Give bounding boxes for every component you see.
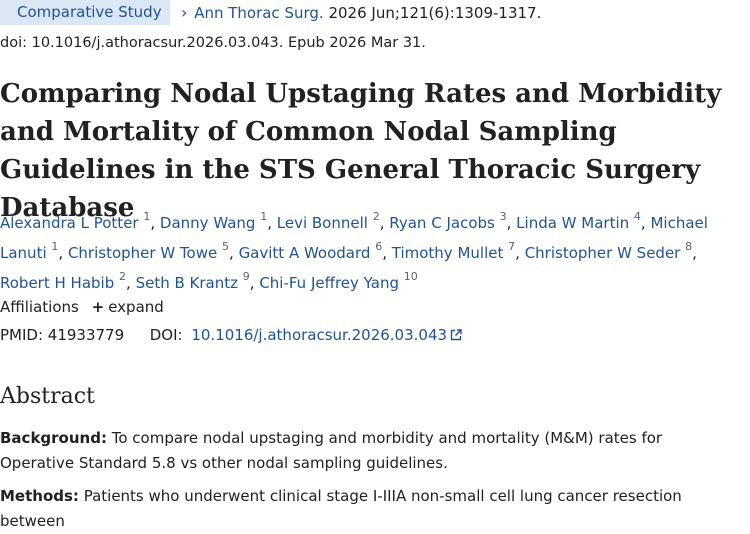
author-name: Danny Wang xyxy=(159,214,256,232)
external-link-icon xyxy=(450,326,462,346)
citation-line: › Ann Thorac Surg. 2026 Jun;121(6):1309-… xyxy=(181,3,541,23)
author-name: Gavitt A Woodard xyxy=(238,244,371,262)
chevron-right-icon: › xyxy=(181,3,188,22)
author-link[interactable]: Ryan C Jacobs 3 xyxy=(389,210,506,232)
journal-link[interactable]: Ann Thorac Surg. xyxy=(194,4,324,22)
author-link[interactable]: Chi-Fu Jeffrey Yang 10 xyxy=(259,270,417,292)
author-link[interactable]: Michael Lanuti 1 xyxy=(0,214,708,262)
methods-label: Methods: xyxy=(0,487,79,505)
article-title: Comparing Nodal Upstaging Rates and Morb… xyxy=(0,79,722,223)
author-name: Robert H Habib xyxy=(0,274,115,292)
author-link[interactable]: Robert H Habib 2 xyxy=(0,270,126,292)
doi-value: 10.1016/j.athoracsur.2026.03.043 xyxy=(191,326,448,344)
author-link[interactable]: Danny Wang 1 xyxy=(159,210,267,232)
pmid-label: PMID: xyxy=(0,326,44,344)
abstract-methods: Methods: Patients who underwent clinical… xyxy=(0,484,740,534)
background-label: Background: xyxy=(0,429,107,447)
author-link[interactable]: Timothy Mullet 7 xyxy=(391,240,515,262)
author-name: Ryan C Jacobs xyxy=(389,214,495,232)
abstract-background: Background: To compare nodal upstaging a… xyxy=(0,426,740,476)
author-separator: , xyxy=(379,214,390,232)
author-separator: , xyxy=(126,274,136,292)
doi-epub-line: doi: 10.1016/j.athoracsur.2026.03.043. E… xyxy=(0,35,426,51)
author-name: Seth B Krantz xyxy=(135,274,238,292)
pmid-value: 41933779 xyxy=(47,326,125,344)
author-link[interactable]: Christopher W Towe 5 xyxy=(67,240,229,262)
author-affiliation-number[interactable]: 5 xyxy=(222,240,230,253)
author-name: Chi-Fu Jeffrey Yang xyxy=(259,274,399,292)
author-separator: , xyxy=(58,244,68,262)
author-affiliation-number[interactable]: 1 xyxy=(260,210,268,223)
doi-label: DOI: xyxy=(149,326,183,344)
identifiers-row: PMID: 41933779 DOI: 10.1016/j.athoracsur… xyxy=(0,325,462,346)
author-link[interactable]: Alexandra L Potter 1 xyxy=(0,210,150,232)
author-affiliation-number[interactable]: 9 xyxy=(242,270,250,283)
affiliations-label: Affiliations xyxy=(0,298,79,316)
author-affiliation-number[interactable]: 10 xyxy=(403,270,418,283)
author-affiliation-number[interactable]: 4 xyxy=(633,210,641,223)
author-separator: , xyxy=(267,214,277,232)
author-name: Levi Bonnell xyxy=(276,214,368,232)
doi-link[interactable]: 10.1016/j.athoracsur.2026.03.043 xyxy=(191,326,462,344)
author-affiliation-number[interactable]: 7 xyxy=(508,240,516,253)
author-separator: , xyxy=(382,244,392,262)
author-separator: , xyxy=(515,244,525,262)
expand-label: expand xyxy=(108,298,164,316)
author-name: Michael Lanuti xyxy=(0,214,708,262)
author-link[interactable]: Gavitt A Woodard 6 xyxy=(238,240,383,262)
author-name: Alexandra L Potter xyxy=(0,214,139,232)
citation-details: 2026 Jun;121(6):1309-1317. xyxy=(328,4,542,22)
author-separator: , xyxy=(692,244,697,262)
author-separator: , xyxy=(249,274,260,292)
author-affiliation-number[interactable]: 8 xyxy=(685,240,693,253)
author-name: Timothy Mullet xyxy=(391,244,504,262)
author-affiliation-number[interactable]: 1 xyxy=(143,210,151,223)
author-affiliation-number[interactable]: 2 xyxy=(372,210,380,223)
author-affiliation-number[interactable]: 2 xyxy=(119,270,127,283)
author-name: Linda W Martin xyxy=(516,214,630,232)
author-link[interactable]: Linda W Martin 4 xyxy=(516,210,641,232)
author-name: Christopher W Seder xyxy=(524,244,681,262)
abstract-heading: Abstract xyxy=(0,384,95,409)
author-separator: , xyxy=(229,244,239,262)
publication-type-badge[interactable]: Comparative Study xyxy=(0,0,170,25)
author-list: Alexandra L Potter 1, Danny Wang 1, Levi… xyxy=(0,206,750,296)
affiliations-row: Affiliations + expand xyxy=(0,297,164,317)
author-link[interactable]: Christopher W Seder 8 xyxy=(524,240,692,262)
author-name: Christopher W Towe xyxy=(67,244,218,262)
author-separator: , xyxy=(150,214,160,232)
author-link[interactable]: Seth B Krantz 9 xyxy=(135,270,250,292)
author-affiliation-number[interactable]: 3 xyxy=(499,210,507,223)
author-affiliation-number[interactable]: 6 xyxy=(375,240,383,253)
background-text: To compare nodal upstaging and morbidity… xyxy=(0,429,663,472)
author-affiliation-number[interactable]: 1 xyxy=(51,240,59,253)
author-separator: , xyxy=(506,214,517,232)
expand-affiliations-button[interactable]: + expand xyxy=(92,298,164,316)
author-separator: , xyxy=(640,214,651,232)
methods-text: Patients who underwent clinical stage I-… xyxy=(0,487,682,530)
plus-icon: + xyxy=(91,298,105,316)
author-link[interactable]: Levi Bonnell 2 xyxy=(276,210,380,232)
